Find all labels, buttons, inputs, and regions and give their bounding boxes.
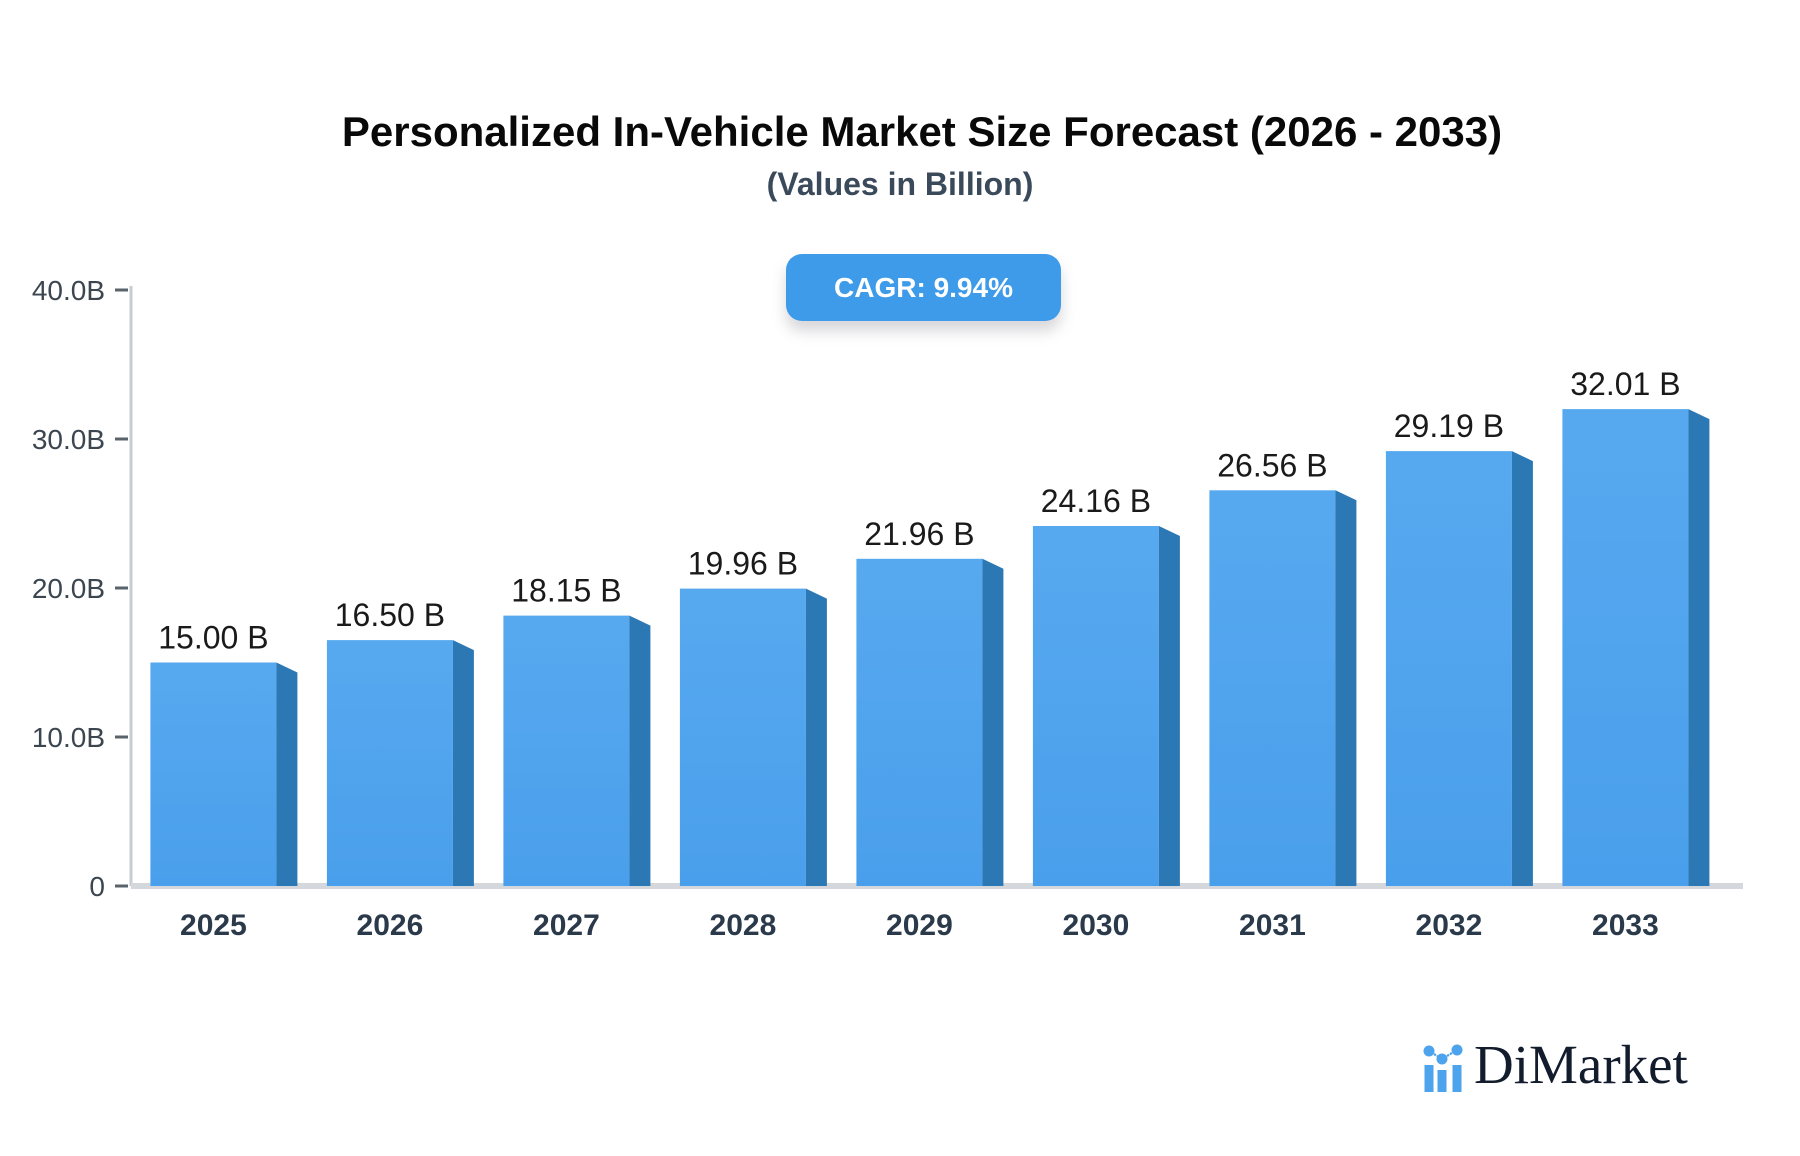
svg-text:40.0B: 40.0B bbox=[32, 275, 105, 306]
svg-text:2028: 2028 bbox=[710, 909, 777, 942]
svg-text:18.15 B: 18.15 B bbox=[511, 573, 621, 609]
svg-text:2032: 2032 bbox=[1416, 909, 1483, 942]
svg-text:0: 0 bbox=[89, 871, 105, 902]
svg-text:2027: 2027 bbox=[533, 909, 600, 942]
svg-text:20.0B: 20.0B bbox=[32, 573, 105, 604]
svg-text:19.96 B: 19.96 B bbox=[688, 546, 798, 582]
svg-text:29.19 B: 29.19 B bbox=[1394, 408, 1504, 444]
svg-text:32.01 B: 32.01 B bbox=[1570, 366, 1680, 402]
svg-text:30.0B: 30.0B bbox=[32, 424, 105, 455]
svg-text:2026: 2026 bbox=[357, 909, 424, 942]
svg-text:15.00 B: 15.00 B bbox=[158, 620, 268, 656]
svg-text:2030: 2030 bbox=[1063, 909, 1130, 942]
svg-text:24.16 B: 24.16 B bbox=[1041, 483, 1151, 519]
svg-text:2031: 2031 bbox=[1239, 909, 1306, 942]
svg-text:10.0B: 10.0B bbox=[32, 722, 105, 753]
svg-text:2025: 2025 bbox=[180, 909, 247, 942]
svg-text:16.50 B: 16.50 B bbox=[335, 597, 445, 633]
svg-text:26.56 B: 26.56 B bbox=[1217, 447, 1327, 483]
svg-text:2033: 2033 bbox=[1592, 909, 1659, 942]
svg-text:21.96 B: 21.96 B bbox=[864, 516, 974, 552]
svg-text:2029: 2029 bbox=[886, 909, 953, 942]
